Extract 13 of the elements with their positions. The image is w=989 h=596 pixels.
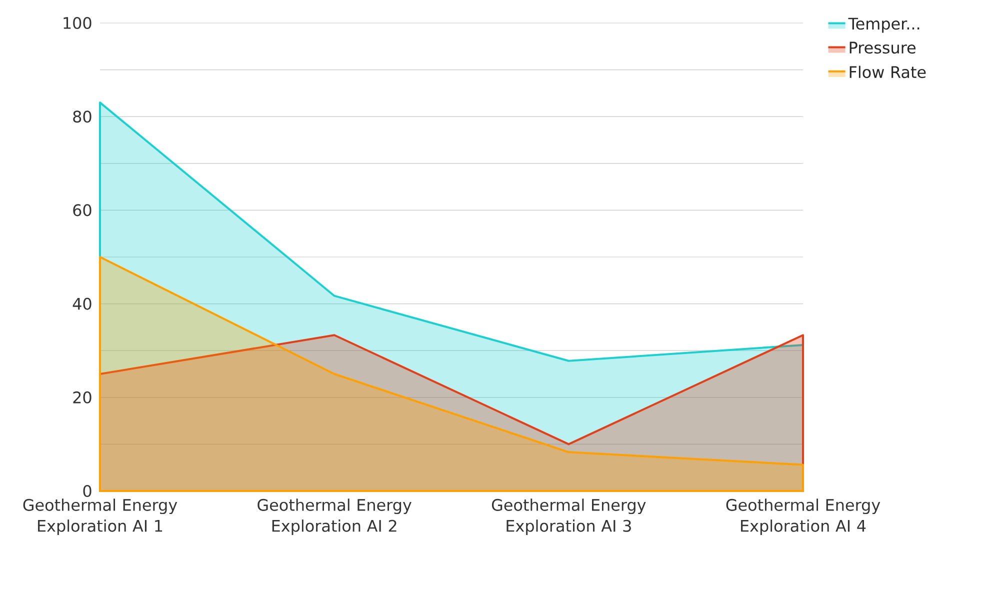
x-tick-label: Geothermal Energy Exploration AI 1	[23, 498, 178, 535]
y-tick-label: 0	[83, 484, 92, 498]
y-tick-label: 100	[64, 16, 92, 30]
legend-label: Pressure	[850, 42, 916, 54]
legend-label: Temper...	[848, 18, 920, 33]
legend-label: Flow Rate	[850, 66, 926, 78]
x-tick-label: Geothermal Energy Exploration AI 3	[492, 498, 646, 535]
y-tick-label: 80	[73, 110, 92, 123]
y-tick-label: 40	[72, 298, 92, 310]
y-tick-label: 20	[73, 391, 92, 404]
x-tick-label: Geothermal Energy Exploration AI 4	[726, 498, 880, 535]
y-tick-label: 60	[73, 204, 92, 216]
x-tick-label: Geothermal Energy Exploration AI 2	[258, 498, 412, 535]
